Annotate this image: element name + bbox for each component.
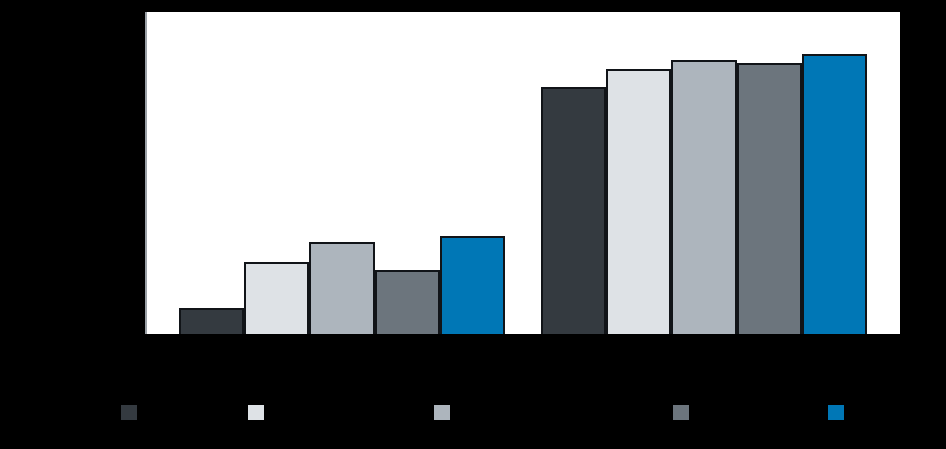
plot-area	[145, 12, 900, 334]
legend-swatch-light-gray	[248, 405, 264, 420]
bar-group-1-medium-gray	[309, 242, 375, 334]
bar-group-1-dark-gray	[179, 308, 245, 334]
legend-swatch-slate-gray	[673, 405, 689, 420]
bar-group-1-blue	[439, 236, 505, 334]
bar-group-2-slate-gray	[736, 63, 802, 334]
bar-group-2-blue	[801, 54, 867, 334]
bar-group-2-dark-gray	[541, 87, 607, 334]
legend-swatch-blue	[828, 405, 844, 420]
legend	[0, 334, 946, 449]
bar-group-1-light-gray	[244, 262, 310, 334]
legend-swatch-dark-gray	[121, 405, 137, 420]
bar-group-2-medium-gray	[671, 60, 737, 334]
bar-group-1-slate-gray	[374, 270, 440, 334]
legend-swatch-medium-gray	[434, 405, 450, 420]
bar-group-2-light-gray	[606, 69, 672, 334]
